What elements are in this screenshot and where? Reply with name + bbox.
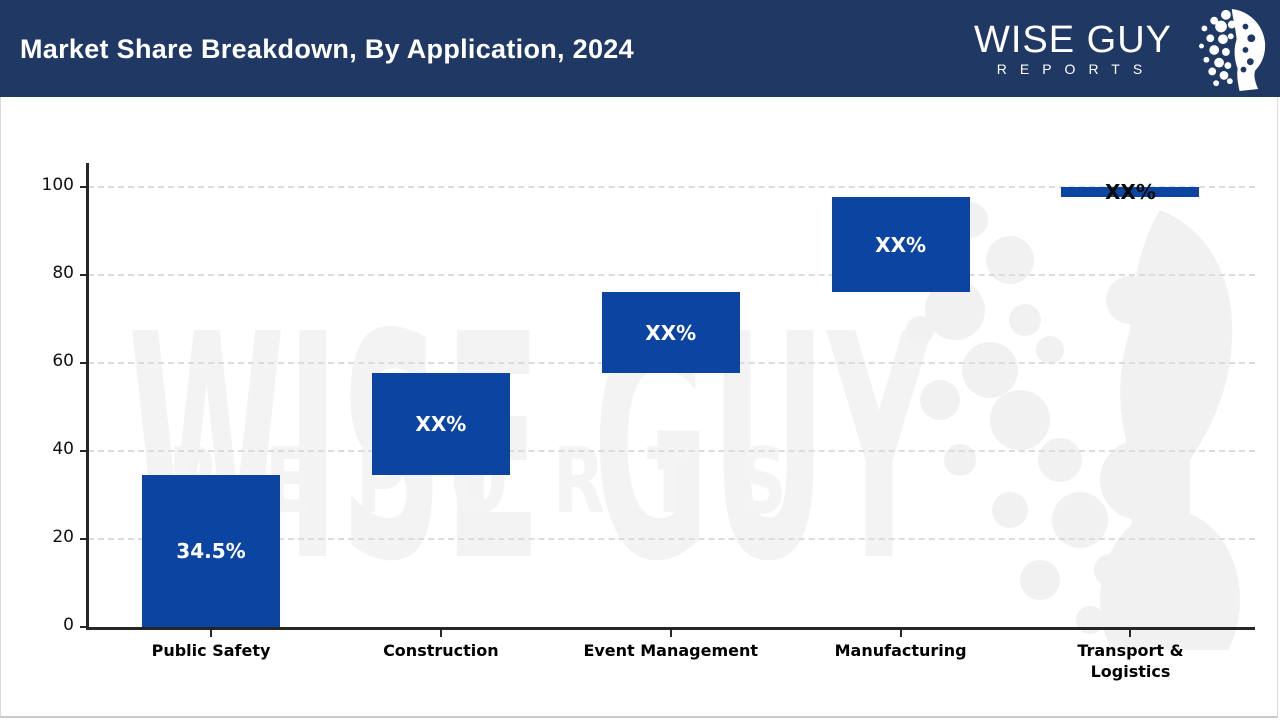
bar: XX% [601,292,740,374]
wiseguy-logo: WISE GUY REPORTS [974,7,1268,91]
x-category-label: Transport & Logistics [1077,641,1184,681]
y-tick-label: 80 [52,263,74,283]
y-tick-label: 20 [52,527,74,547]
x-tick-mark [669,630,672,637]
x-tick-mark [439,630,442,637]
x-tick-mark [1129,630,1132,637]
logo-head-icon [1199,8,1266,91]
bar: 34.5% [142,475,280,627]
y-tick-label: 60 [52,351,74,371]
y-tick-mark [80,626,88,628]
header-bar: Market Share Breakdown, By Application, … [0,0,1280,97]
bar-value-label: XX% [415,412,467,437]
y-tick-mark [80,186,88,188]
y-tick-label: 40 [52,439,74,459]
y-tick-label: 100 [41,175,74,195]
x-category-label: Construction [383,641,499,660]
x-axis [86,627,1255,630]
y-gridline [88,274,1255,276]
x-category-label: Manufacturing [834,641,967,660]
logo-text: WISE GUY REPORTS [974,21,1172,76]
x-tick-mark [899,630,902,637]
logo-subtext: REPORTS [996,61,1156,77]
x-category-label: Public Safety [151,641,271,660]
bar-value-label: XX% [645,320,697,345]
y-tick-mark [80,362,88,364]
bar-value-label: XX% [1105,180,1156,205]
y-tick-mark [80,450,88,452]
y-gridline [88,186,1255,188]
logo-wordmark: WISE GUY [973,19,1172,61]
bar-value-label: XX% [875,232,927,257]
y-tick-mark [80,274,88,276]
bar-value-label: 34.5% [176,539,246,564]
x-tick-mark [210,630,212,637]
page-title: Market Share Breakdown, By Application, … [20,34,634,64]
x-category-label: Event Management [583,641,759,660]
y-gridline [88,450,1255,452]
bar: XX% [831,197,970,293]
bar: XX% [1061,180,1200,204]
y-axis [86,163,89,630]
y-tick-mark [80,538,88,540]
y-tick-label: 0 [63,615,74,635]
y-gridline [88,538,1255,540]
bar: XX% [371,373,510,476]
